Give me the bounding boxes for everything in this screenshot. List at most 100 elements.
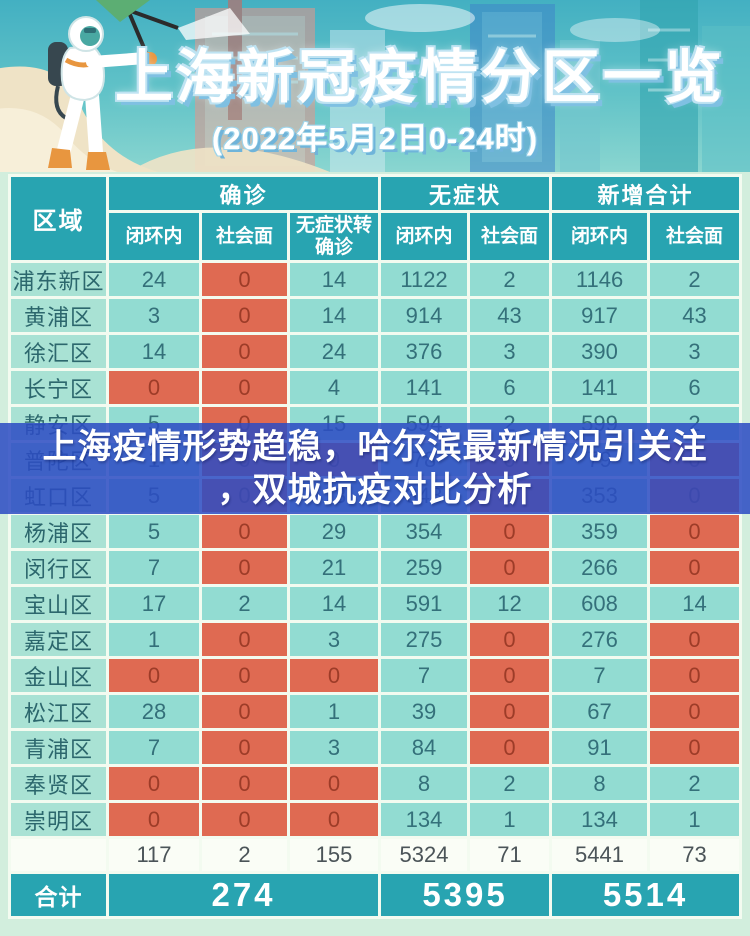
- value-cell: 43: [650, 299, 740, 332]
- value-cell: 359: [552, 515, 648, 548]
- value-cell: 0: [650, 695, 740, 728]
- value-cell: 28: [109, 695, 199, 728]
- value-cell: 608: [552, 587, 648, 620]
- value-cell: 1146: [552, 263, 648, 296]
- value-cell: 0: [650, 623, 740, 656]
- district-name-cell: 崇明区: [11, 803, 106, 836]
- covid-district-table: 区域 确诊 无症状 新增合计 闭环内 社会面 无症状转确诊 闭环内 社会面 闭环…: [8, 174, 743, 919]
- value-cell: 14: [109, 335, 199, 368]
- value-cell: 7: [552, 659, 648, 692]
- district-name-cell: 徐汇区: [11, 335, 106, 368]
- value-cell: 0: [650, 659, 740, 692]
- value-cell: 0: [202, 335, 287, 368]
- value-cell: 275: [381, 623, 468, 656]
- total-asymptomatic-cell: 5395: [381, 874, 550, 916]
- district-name-cell: 黄浦区: [11, 299, 106, 332]
- header-group-new-total: 新增合计: [552, 177, 740, 210]
- value-cell: 0: [202, 659, 287, 692]
- value-cell: 14: [650, 587, 740, 620]
- header-newtotal-community: 社会面: [650, 213, 740, 260]
- header-asymptomatic-closed-loop: 闭环内: [381, 213, 468, 260]
- value-cell: 8: [381, 767, 468, 800]
- district-name-cell: 奉贤区: [11, 767, 106, 800]
- total-newtotal-cell: 5514: [552, 874, 740, 916]
- value-cell: 276: [552, 623, 648, 656]
- headline-line-2: ，双城抗疫对比分析: [217, 470, 533, 509]
- value-cell: 354: [381, 515, 468, 548]
- value-cell: 6: [470, 371, 550, 404]
- table-row: 浦东新区 24 0 14 1122 2 1146 2: [11, 263, 740, 296]
- value-cell: 84: [381, 731, 468, 764]
- value-cell: 914: [381, 299, 468, 332]
- header-confirmed-converted: 无症状转确诊: [290, 213, 379, 260]
- value-cell: 2: [650, 767, 740, 800]
- subtotal-blank-cell: [11, 839, 106, 871]
- header-confirmed-closed-loop: 闭环内: [109, 213, 199, 260]
- hero-banner: 上海新冠疫情分区一览 (2022年5月2日0-24时): [0, 0, 750, 172]
- header-asymptomatic-community: 社会面: [470, 213, 550, 260]
- district-name-cell: 金山区: [11, 659, 106, 692]
- table-row: 宝山区 17 2 14 591 12 608 14: [11, 587, 740, 620]
- value-cell: 21: [290, 551, 379, 584]
- value-cell: 0: [202, 515, 287, 548]
- district-name-cell: 杨浦区: [11, 515, 106, 548]
- value-cell: 134: [552, 803, 648, 836]
- value-cell: 0: [109, 803, 199, 836]
- value-cell: 0: [290, 803, 379, 836]
- table-row: 金山区 0 0 0 7 0 7 0: [11, 659, 740, 692]
- header-group-asymptomatic: 无症状: [381, 177, 550, 210]
- value-cell: 0: [202, 371, 287, 404]
- value-cell: 0: [470, 515, 550, 548]
- value-cell: 2: [470, 767, 550, 800]
- total-row: 合计 274 5395 5514: [11, 874, 740, 916]
- value-cell: 1: [470, 803, 550, 836]
- covid-table-wrap: 区域 确诊 无症状 新增合计 闭环内 社会面 无症状转确诊 闭环内 社会面 闭环…: [8, 174, 743, 919]
- table-row: 闵行区 7 0 21 259 0 266 0: [11, 551, 740, 584]
- value-cell: 91: [552, 731, 648, 764]
- value-cell: 14: [290, 263, 379, 296]
- value-cell: 7: [381, 659, 468, 692]
- value-cell: 0: [650, 551, 740, 584]
- district-name-cell: 浦东新区: [11, 263, 106, 296]
- value-cell: 2: [650, 263, 740, 296]
- value-cell: 0: [650, 731, 740, 764]
- total-confirmed-cell: 274: [109, 874, 379, 916]
- district-name-cell: 闵行区: [11, 551, 106, 584]
- subtotal-value-cell: 155: [290, 839, 379, 871]
- header-confirmed-community: 社会面: [202, 213, 287, 260]
- headline-overlay-banner: 上海疫情形势趋稳，哈尔滨最新情况引关注 ，双城抗疫对比分析: [0, 423, 750, 514]
- table-row: 崇明区 0 0 0 134 1 134 1: [11, 803, 740, 836]
- value-cell: 39: [381, 695, 468, 728]
- value-cell: 24: [109, 263, 199, 296]
- table-row: 青浦区 7 0 3 84 0 91 0: [11, 731, 740, 764]
- value-cell: 14: [290, 587, 379, 620]
- value-cell: 24: [290, 335, 379, 368]
- value-cell: 14: [290, 299, 379, 332]
- table-header: 区域 确诊 无症状 新增合计 闭环内 社会面 无症状转确诊 闭环内 社会面 闭环…: [11, 177, 740, 260]
- value-cell: 1: [290, 695, 379, 728]
- value-cell: 0: [202, 623, 287, 656]
- value-cell: 5: [109, 515, 199, 548]
- header-group-confirmed: 确诊: [109, 177, 379, 210]
- value-cell: 141: [552, 371, 648, 404]
- table-row: 黄浦区 3 0 14 914 43 917 43: [11, 299, 740, 332]
- hazmat-sprayer-worker-icon: [48, 8, 250, 170]
- value-cell: 0: [202, 551, 287, 584]
- value-cell: 376: [381, 335, 468, 368]
- value-cell: 7: [109, 731, 199, 764]
- table-row: 嘉定区 1 0 3 275 0 276 0: [11, 623, 740, 656]
- headline-line-1: 上海疫情形势趋稳，哈尔滨最新情况引关注: [42, 427, 708, 466]
- district-name-cell: 嘉定区: [11, 623, 106, 656]
- table-row: 杨浦区 5 0 29 354 0 359 0: [11, 515, 740, 548]
- district-name-cell: 宝山区: [11, 587, 106, 620]
- header-group-row: 区域 确诊 无症状 新增合计: [11, 177, 740, 260]
- value-cell: 0: [109, 659, 199, 692]
- value-cell: 0: [202, 803, 287, 836]
- district-name-cell: 松江区: [11, 695, 106, 728]
- value-cell: 12: [470, 587, 550, 620]
- value-cell: 2: [470, 263, 550, 296]
- value-cell: 1122: [381, 263, 468, 296]
- value-cell: 8: [552, 767, 648, 800]
- value-cell: 0: [109, 371, 199, 404]
- page-subtitle: (2022年5月2日0-24时): [211, 121, 539, 156]
